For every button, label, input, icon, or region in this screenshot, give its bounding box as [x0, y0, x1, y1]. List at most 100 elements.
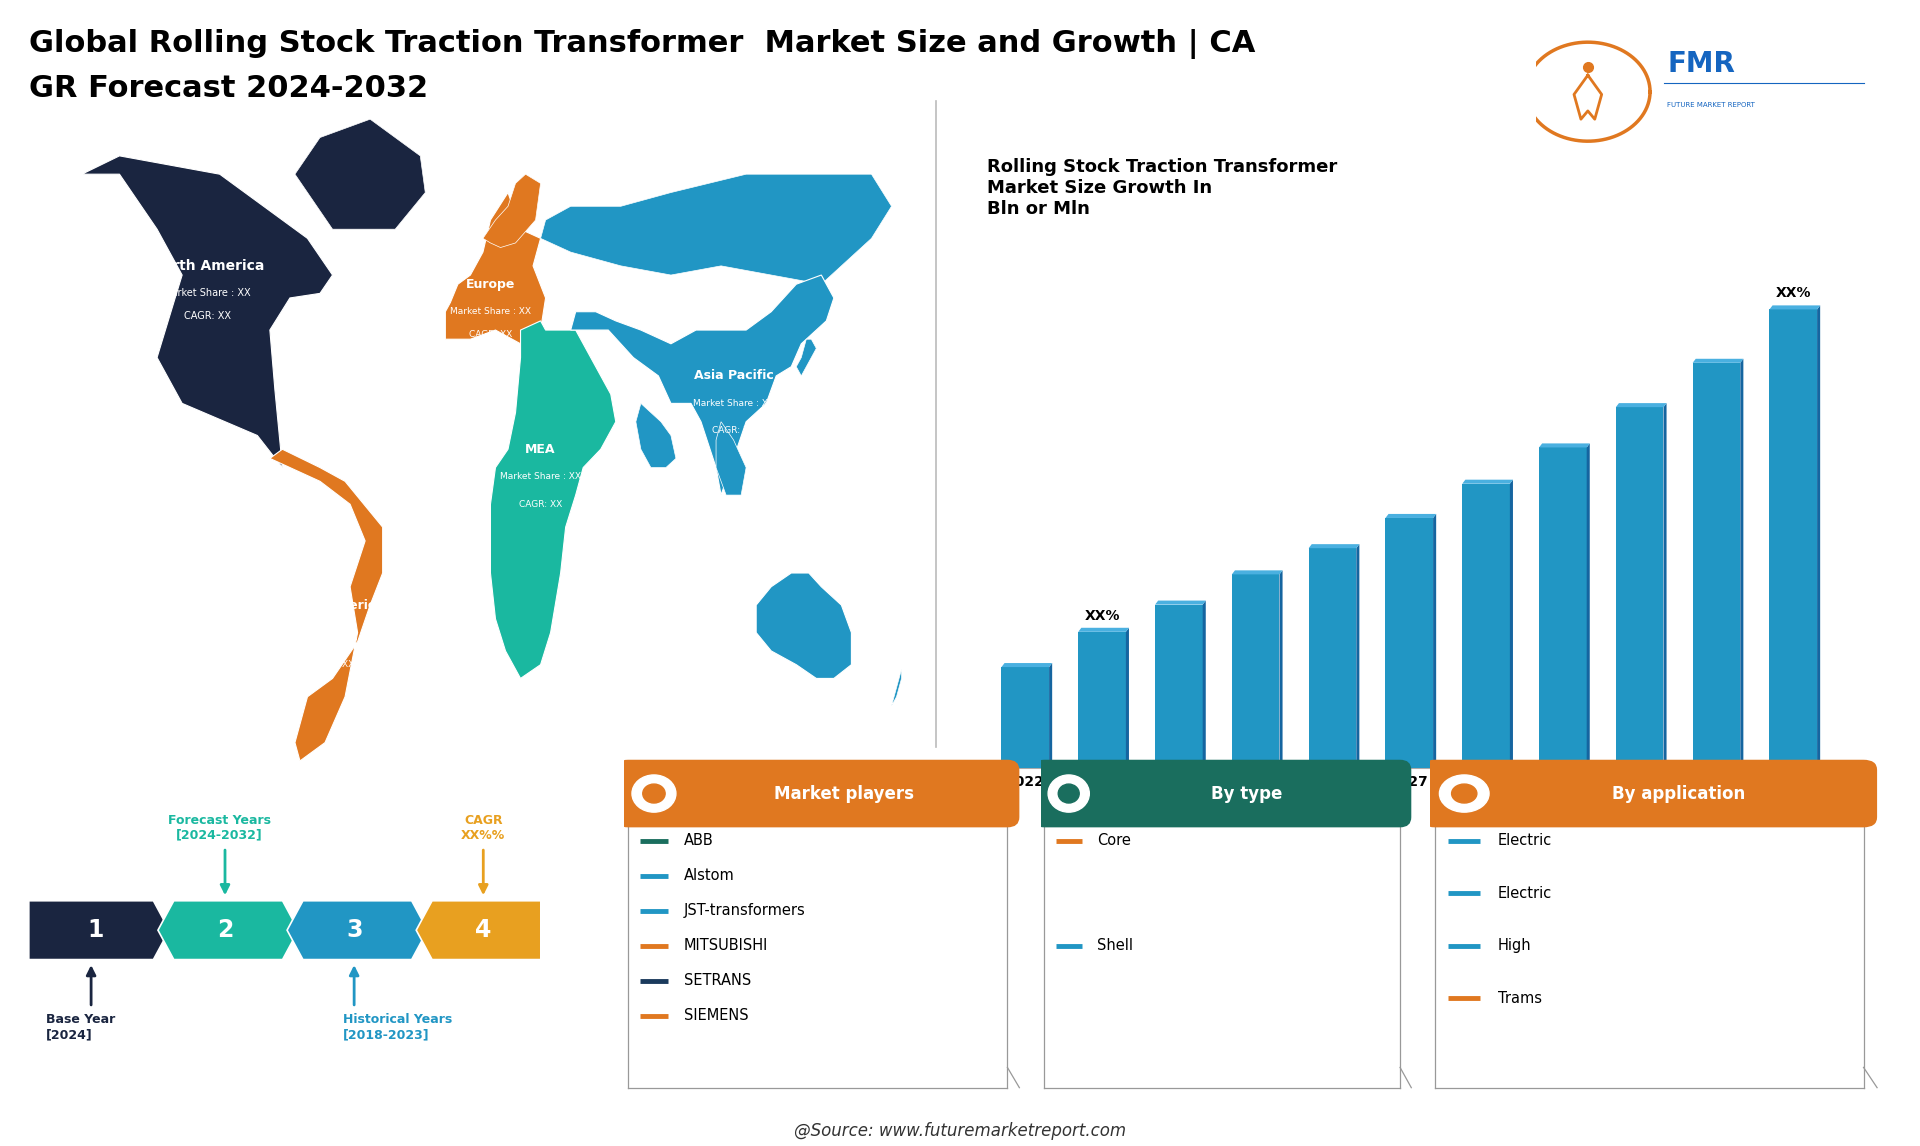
- Text: FMR: FMR: [1667, 50, 1736, 78]
- Text: 4: 4: [474, 918, 492, 942]
- Text: MITSUBISHI: MITSUBISHI: [684, 939, 768, 953]
- Text: Shell: Shell: [1096, 939, 1133, 953]
- Text: 3: 3: [346, 918, 363, 942]
- Text: JST-transformers: JST-transformers: [684, 903, 806, 918]
- Text: Trams: Trams: [1498, 990, 1542, 1005]
- Circle shape: [1452, 784, 1476, 803]
- Polygon shape: [1386, 513, 1436, 518]
- Circle shape: [1440, 775, 1490, 813]
- Polygon shape: [570, 275, 833, 495]
- Text: South America: South America: [280, 598, 384, 612]
- Bar: [1540, 447, 1586, 768]
- Text: 2: 2: [217, 918, 232, 942]
- Polygon shape: [1048, 664, 1052, 768]
- Text: Market Share : XX: Market Share : XX: [693, 399, 774, 408]
- Polygon shape: [296, 119, 424, 229]
- Circle shape: [632, 775, 676, 813]
- Text: Electric: Electric: [1498, 833, 1553, 848]
- Polygon shape: [1586, 444, 1590, 768]
- Polygon shape: [1770, 305, 1820, 309]
- Text: By application: By application: [1613, 785, 1745, 802]
- Bar: [1156, 605, 1202, 768]
- Text: High: High: [1498, 939, 1532, 953]
- Text: CAGR: XX: CAGR: XX: [712, 426, 755, 435]
- Polygon shape: [445, 193, 545, 344]
- Polygon shape: [1693, 359, 1743, 363]
- Polygon shape: [1509, 480, 1513, 768]
- Text: CAGR: XX: CAGR: XX: [311, 660, 353, 669]
- Bar: [1079, 631, 1125, 768]
- Polygon shape: [484, 174, 541, 248]
- Text: Forecast Years
[2024-2032]: Forecast Years [2024-2032]: [167, 814, 271, 842]
- Text: Electric: Electric: [1498, 886, 1553, 901]
- Text: Market Share : XX: Market Share : XX: [499, 472, 582, 481]
- Text: 1: 1: [88, 918, 104, 942]
- Text: Historical Years
[2018-2023]: Historical Years [2018-2023]: [344, 1013, 451, 1041]
- Text: CAGR: XX: CAGR: XX: [184, 312, 230, 321]
- Polygon shape: [1002, 664, 1052, 667]
- FancyBboxPatch shape: [1033, 760, 1411, 827]
- Text: Global Rolling Stock Traction Transformer  Market Size and Growth | CA: Global Rolling Stock Traction Transforme…: [29, 29, 1256, 58]
- Text: @Source: www.futuremarketreport.com: @Source: www.futuremarketreport.com: [795, 1122, 1125, 1140]
- Bar: [1386, 518, 1432, 768]
- Text: Europe: Europe: [467, 277, 515, 291]
- Polygon shape: [288, 901, 428, 959]
- Polygon shape: [1663, 403, 1667, 768]
- Polygon shape: [1233, 571, 1283, 574]
- Polygon shape: [797, 339, 816, 376]
- Text: Asia Pacific: Asia Pacific: [693, 369, 774, 383]
- Polygon shape: [1202, 601, 1206, 768]
- Polygon shape: [1309, 544, 1359, 548]
- Bar: [1463, 484, 1509, 768]
- Polygon shape: [1463, 480, 1513, 484]
- Bar: [1002, 667, 1048, 768]
- Polygon shape: [891, 669, 902, 706]
- Text: Core: Core: [1096, 833, 1131, 848]
- Polygon shape: [50, 156, 332, 468]
- Text: North America: North America: [150, 259, 263, 273]
- Bar: [1309, 548, 1356, 768]
- FancyBboxPatch shape: [1421, 760, 1878, 827]
- Text: GR Forecast 2024-2032: GR Forecast 2024-2032: [29, 74, 428, 103]
- Polygon shape: [417, 901, 541, 959]
- Polygon shape: [541, 174, 891, 284]
- Text: Alstom: Alstom: [684, 869, 735, 884]
- Bar: [1770, 309, 1816, 768]
- Text: Market players: Market players: [774, 785, 914, 802]
- Text: CAGR: XX: CAGR: XX: [518, 500, 563, 509]
- Text: Market Share : XX: Market Share : XX: [449, 307, 532, 316]
- Polygon shape: [1432, 513, 1436, 768]
- Text: Rolling Stock Traction Transformer
Market Size Growth In
Bln or Mln: Rolling Stock Traction Transformer Marke…: [987, 158, 1336, 218]
- Text: SIEMENS: SIEMENS: [684, 1008, 749, 1023]
- Polygon shape: [29, 901, 169, 959]
- Polygon shape: [157, 901, 298, 959]
- Text: CAGR: XX: CAGR: XX: [468, 330, 513, 339]
- Text: XX%: XX%: [1776, 286, 1811, 300]
- Polygon shape: [756, 573, 851, 678]
- Polygon shape: [1079, 628, 1129, 631]
- Polygon shape: [271, 449, 382, 761]
- Text: By type: By type: [1212, 785, 1283, 802]
- Polygon shape: [1279, 571, 1283, 768]
- Polygon shape: [1125, 628, 1129, 768]
- Polygon shape: [1156, 601, 1206, 605]
- Bar: [1693, 363, 1740, 768]
- Text: CAGR
XX%%: CAGR XX%%: [461, 814, 505, 842]
- Polygon shape: [1740, 359, 1743, 768]
- Bar: [1233, 574, 1279, 768]
- Polygon shape: [1617, 403, 1667, 407]
- Polygon shape: [716, 422, 747, 495]
- Text: FUTURE MARKET REPORT: FUTURE MARKET REPORT: [1667, 102, 1755, 109]
- FancyBboxPatch shape: [616, 760, 1020, 827]
- Circle shape: [1048, 775, 1089, 813]
- Circle shape: [1058, 784, 1079, 803]
- Polygon shape: [1356, 544, 1359, 768]
- Polygon shape: [1816, 305, 1820, 768]
- Text: ABB: ABB: [684, 833, 714, 848]
- Bar: [1617, 407, 1663, 768]
- Text: MEA: MEA: [526, 442, 555, 456]
- Text: SETRANS: SETRANS: [684, 973, 751, 988]
- Text: Market Share : XX: Market Share : XX: [163, 289, 252, 298]
- Polygon shape: [490, 321, 616, 678]
- Circle shape: [643, 784, 664, 803]
